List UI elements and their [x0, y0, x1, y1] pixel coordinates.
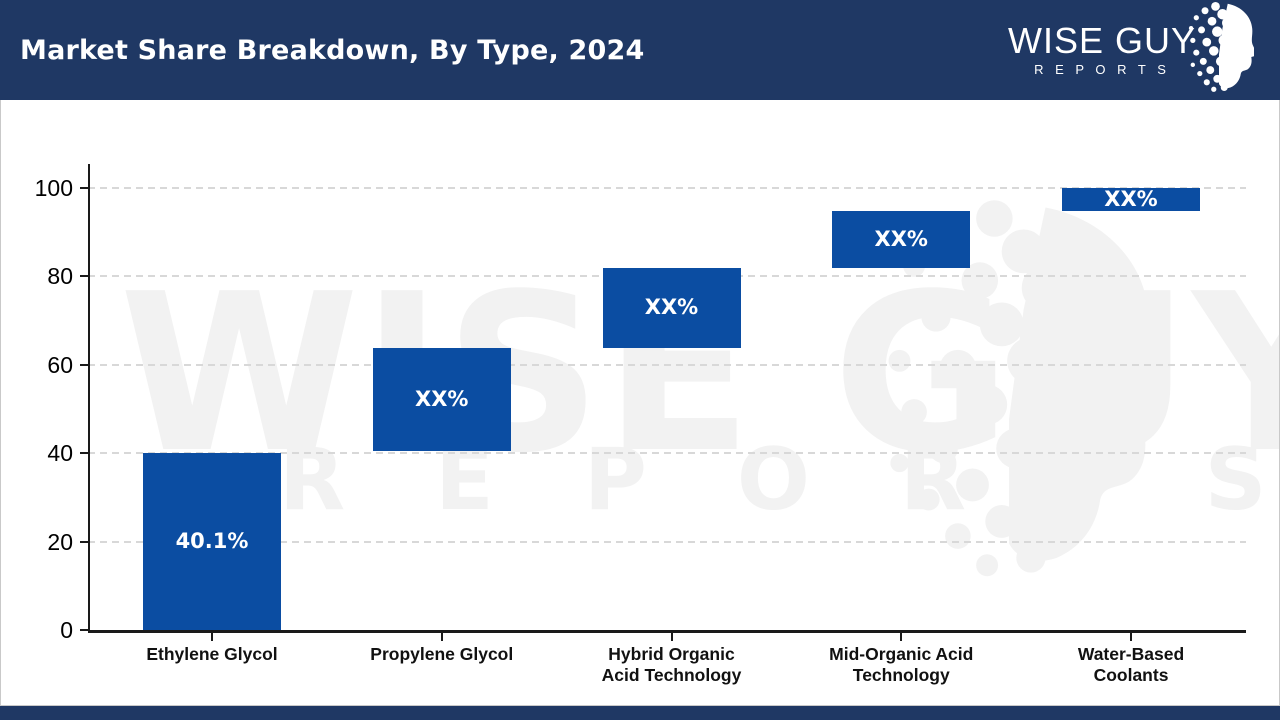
bar-value-label: XX%: [874, 226, 928, 251]
x-tick-mark: [670, 633, 673, 641]
footer-bar: [0, 706, 1280, 720]
plot-area: 0 20 40 60 80 100 Ethylene Glycol Propylene Gly…: [1, 100, 1279, 705]
chart-title: Market Share Breakdown, By Type, 2024: [20, 34, 645, 66]
y-tick-mark: [80, 187, 88, 189]
y-tick-mark: [80, 275, 88, 278]
gridline-100: [88, 187, 1246, 189]
y-tick-label: 60: [47, 351, 73, 378]
gridline-40: [88, 452, 1246, 455]
bar-value-label: XX%: [644, 295, 699, 320]
y-tick-mark: [80, 629, 88, 631]
y-tick-label: 20: [47, 528, 73, 555]
logo-head-icon: [1188, 2, 1254, 92]
x-category-label: Mid-Organic Acid Technology: [829, 644, 974, 685]
x-axis-line: [88, 630, 1246, 633]
x-tick-mark: [1130, 633, 1132, 641]
x-category-label: Ethylene Glycol: [146, 644, 278, 664]
brand-logo: WISE GUY R E P O R T S: [1008, 2, 1254, 98]
gridline-60: [88, 363, 1246, 366]
gridline-20: [88, 540, 1246, 543]
x-category-label: Hybrid Organic Acid Technology: [601, 644, 742, 685]
logo-wordmark: WISE GUY R E P O R T S: [1007, 20, 1196, 78]
bar-segment: XX%: [832, 211, 971, 268]
bar-value-label: 40.1%: [175, 528, 249, 553]
y-tick-label: 40: [47, 440, 73, 467]
x-category-label: Water-Based Coolants: [1077, 644, 1185, 685]
chart-canvas: WISE GUY R E P O R T S 0 20 40 60 80 100 Ethyl…: [0, 100, 1280, 706]
bar-segment: XX%: [602, 267, 741, 348]
logo-wordmark-main: WISE GUY: [1007, 20, 1196, 61]
bar-value-label: XX%: [1104, 186, 1158, 211]
x-tick-mark: [900, 633, 903, 641]
x-tick-mark: [440, 633, 443, 641]
header-bar: Market Share Breakdown, By Type, 2024 WI…: [0, 0, 1280, 100]
y-tick-mark: [80, 540, 88, 543]
watermark-head-icon: [883, 200, 1155, 577]
x-tick-mark: [211, 633, 213, 641]
logo-wordmark-sub: R E P O R T S: [1034, 62, 1170, 77]
y-tick-mark: [80, 452, 88, 455]
y-tick-mark: [80, 363, 88, 366]
y-tick-label: 80: [47, 263, 73, 290]
bar-segment: XX%: [372, 348, 511, 451]
y-tick-label: 0: [60, 617, 73, 643]
bar-segment: 40.1%: [143, 452, 281, 630]
bar-value-label: XX%: [415, 386, 469, 411]
y-tick-label: 100: [34, 175, 73, 201]
x-category-label: Propylene Glycol: [370, 644, 514, 664]
y-axis-line: [88, 164, 90, 633]
bar-segment: XX%: [1062, 186, 1200, 212]
